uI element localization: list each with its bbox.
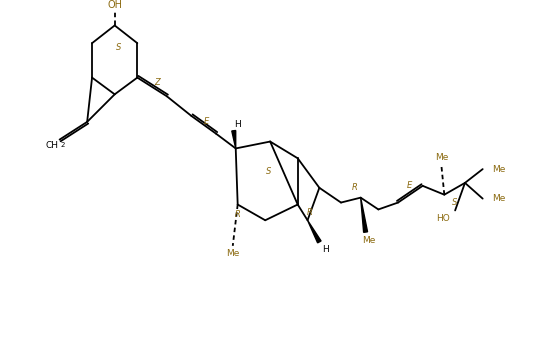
Text: 2: 2 [60,141,65,148]
Text: R: R [306,208,312,217]
Text: OH: OH [107,0,122,10]
Text: Me: Me [362,237,375,246]
Text: E: E [408,181,413,190]
Text: R: R [352,183,358,192]
Text: H: H [322,245,329,254]
Text: Me: Me [226,249,239,258]
Text: H: H [234,120,241,129]
Text: S: S [266,167,271,176]
Text: R: R [235,210,240,219]
Polygon shape [232,131,236,148]
Text: S: S [452,198,457,207]
Text: HO: HO [437,214,450,223]
Text: Me: Me [492,194,506,203]
Text: Z: Z [154,78,160,87]
Text: E: E [203,117,209,126]
Polygon shape [307,220,321,243]
Polygon shape [361,198,367,232]
Text: S: S [116,43,121,52]
Text: Me: Me [435,153,448,162]
Text: CH: CH [45,141,58,150]
Text: Me: Me [492,165,506,174]
